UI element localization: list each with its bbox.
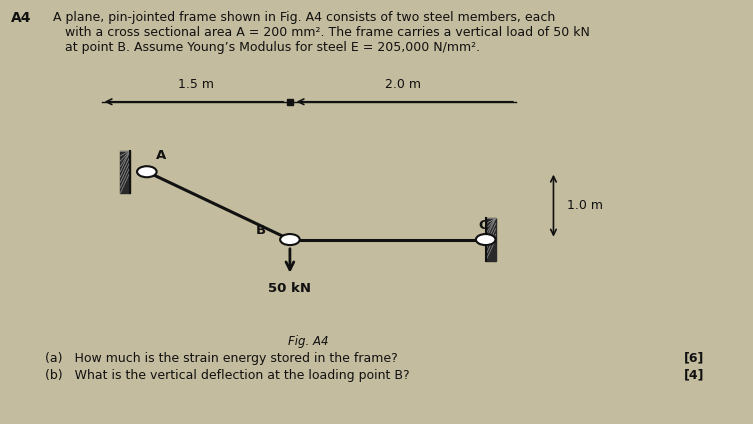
Text: 50 kN: 50 kN: [268, 282, 312, 295]
Text: 1.0 m: 1.0 m: [567, 199, 603, 212]
Text: (a)   How much is the strain energy stored in the frame?: (a) How much is the strain energy stored…: [45, 352, 398, 365]
Text: A4: A4: [11, 11, 32, 25]
Text: B: B: [256, 224, 266, 237]
Text: (b)   What is the vertical deflection at the loading point B?: (b) What is the vertical deflection at t…: [45, 369, 410, 382]
Circle shape: [476, 234, 495, 245]
Text: Fig. A4: Fig. A4: [288, 335, 329, 348]
Text: 2.0 m: 2.0 m: [385, 78, 421, 91]
Text: 1.5 m: 1.5 m: [178, 78, 214, 91]
Text: A plane, pin-jointed frame shown in Fig. A4 consists of two steel members, each
: A plane, pin-jointed frame shown in Fig.…: [49, 11, 590, 53]
Text: A: A: [156, 149, 166, 162]
Circle shape: [137, 166, 157, 177]
Bar: [120, 151, 130, 193]
Circle shape: [280, 234, 300, 245]
Text: [6]: [6]: [684, 352, 704, 365]
Text: C: C: [478, 219, 488, 232]
Bar: [486, 218, 495, 261]
Text: [4]: [4]: [684, 369, 704, 382]
